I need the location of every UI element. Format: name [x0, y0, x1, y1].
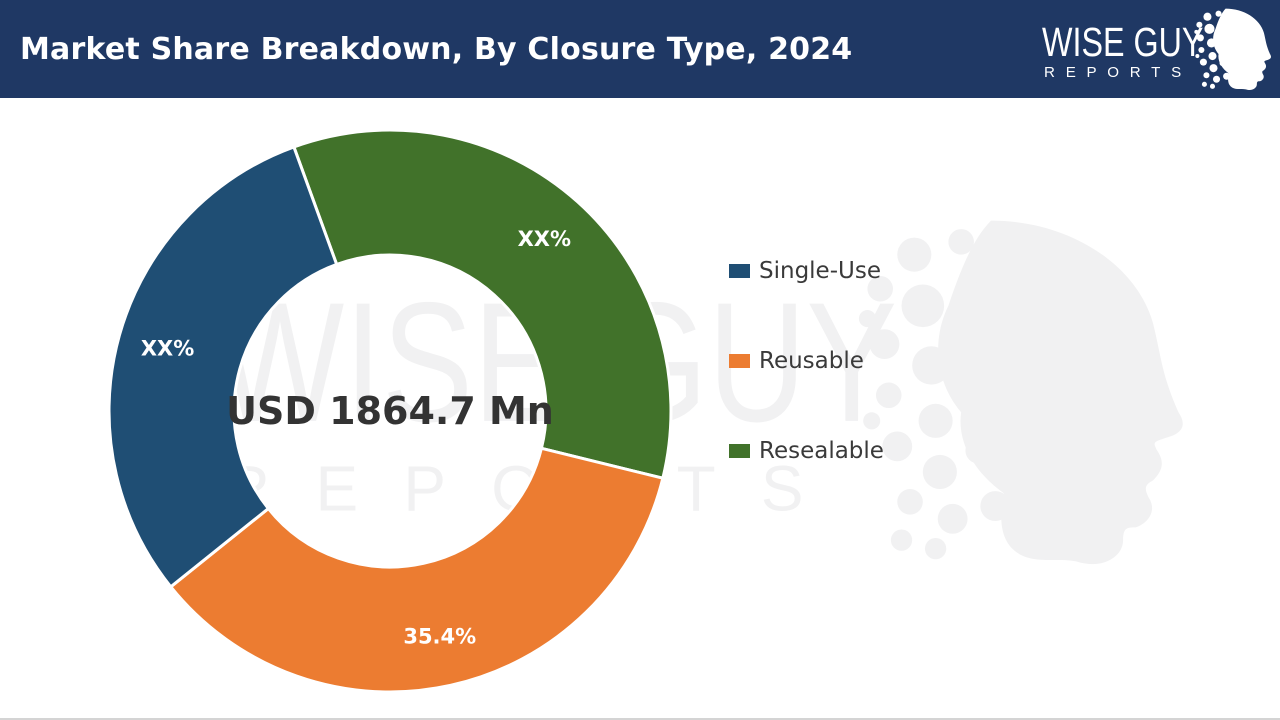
chart-area: XX% 35.4% XX% USD 1864.7 Mn Single-Use Reu… [0, 98, 1280, 720]
slice-label-single-use: XX% [141, 337, 194, 361]
header-bar: Market Share Breakdown, By Closure Type,… [0, 0, 1280, 98]
legend-label: Single-Use [759, 258, 881, 284]
slice-label-reusable: 35.4% [403, 625, 476, 649]
bottom-rule [0, 718, 1280, 720]
slice-label-resealable: XX% [518, 227, 571, 251]
legend-swatch [729, 264, 750, 278]
legend-item-reusable: Reusable [729, 348, 884, 374]
legend-swatch [729, 354, 750, 368]
donut-center-value: USD 1864.7 Mn [226, 389, 554, 433]
legend-label: Reusable [759, 348, 864, 374]
donut-slice-single-use [107, 145, 339, 589]
legend-item-single-use: Single-Use [729, 258, 884, 284]
wise-guy-reports-logo [1040, 6, 1272, 92]
donut-slice-resealable [292, 128, 673, 480]
donut-slice-reusable [169, 446, 665, 694]
page-title: Market Share Breakdown, By Closure Type,… [20, 31, 853, 67]
legend-item-resealable: Resealable [729, 438, 884, 464]
chart-legend: Single-Use Reusable Resealable [729, 258, 884, 464]
legend-label: Resealable [759, 438, 884, 464]
legend-swatch [729, 444, 750, 458]
donut-chart: XX% 35.4% XX% [107, 128, 673, 694]
